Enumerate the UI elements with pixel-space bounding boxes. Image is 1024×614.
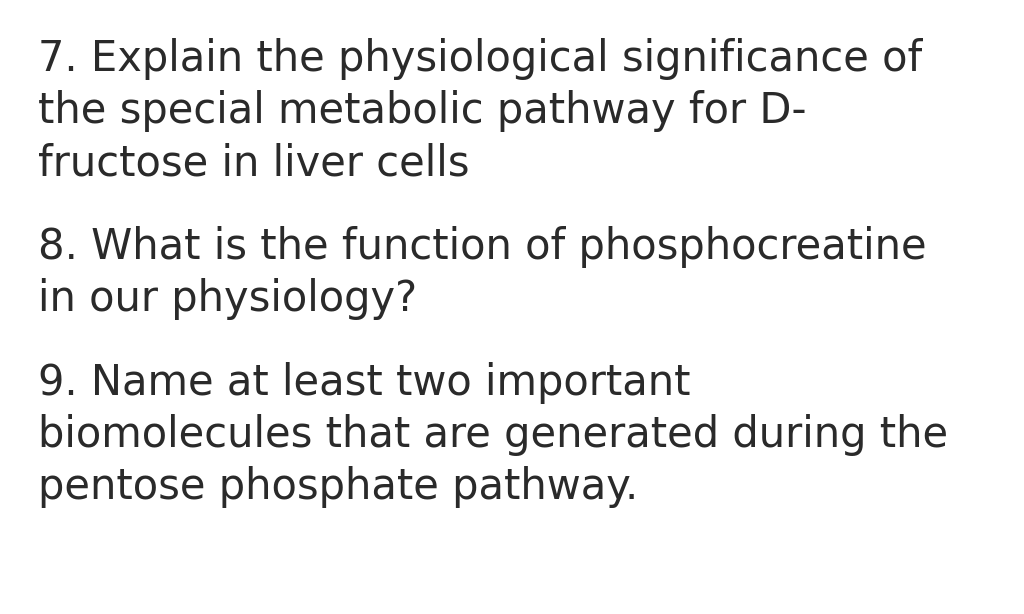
Text: fructose in liver cells: fructose in liver cells [38,142,469,184]
Text: 8. What is the function of phosphocreatine: 8. What is the function of phosphocreati… [38,226,927,268]
Text: 7. Explain the physiological significance of: 7. Explain the physiological significanc… [38,38,923,80]
Text: the special metabolic pathway for D-: the special metabolic pathway for D- [38,90,807,132]
Text: pentose phosphate pathway.: pentose phosphate pathway. [38,466,638,508]
Text: biomolecules that are generated during the: biomolecules that are generated during t… [38,414,948,456]
Text: in our physiology?: in our physiology? [38,278,417,320]
Text: 9. Name at least two important: 9. Name at least two important [38,362,690,404]
